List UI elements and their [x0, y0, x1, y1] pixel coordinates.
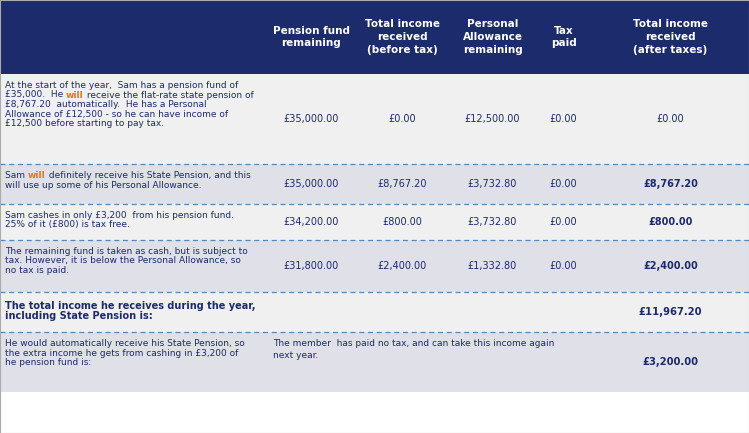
Text: £3,732.80: £3,732.80 — [468, 179, 518, 189]
Text: £3,732.80: £3,732.80 — [468, 217, 518, 227]
Text: definitely receive his State Pension, and this: definitely receive his State Pension, an… — [46, 171, 250, 180]
Text: will use up some of his Personal Allowance.: will use up some of his Personal Allowan… — [5, 181, 201, 190]
Text: £35,000.00: £35,000.00 — [284, 179, 339, 189]
Text: 25% of it (£800) is tax free.: 25% of it (£800) is tax free. — [5, 220, 130, 229]
Bar — [0, 164, 749, 204]
Text: £35,000.  He: £35,000. He — [5, 90, 66, 100]
Text: Total income
received
(after taxes): Total income received (after taxes) — [633, 19, 708, 55]
Text: including State Pension is:: including State Pension is: — [5, 311, 153, 321]
Text: £800.00: £800.00 — [383, 217, 422, 227]
Text: £11,967.20: £11,967.20 — [639, 307, 703, 317]
Text: no tax is paid.: no tax is paid. — [5, 266, 69, 275]
Bar — [0, 240, 749, 292]
Text: £8,767.20: £8,767.20 — [643, 179, 698, 189]
Text: Sam: Sam — [5, 171, 28, 180]
Text: he pension fund is:: he pension fund is: — [5, 358, 91, 367]
Text: Pension fund
remaining: Pension fund remaining — [273, 26, 350, 48]
Text: £800.00: £800.00 — [649, 217, 693, 227]
Text: the extra income he gets from cashing in £3,200 of: the extra income he gets from cashing in… — [5, 349, 238, 358]
Text: The total income he receives during the year,: The total income he receives during the … — [5, 301, 255, 311]
Text: At the start of the year,  Sam has a pension fund of: At the start of the year, Sam has a pens… — [5, 81, 238, 90]
Text: Sam cashes in only £3,200  from his pension fund.: Sam cashes in only £3,200 from his pensi… — [5, 211, 234, 220]
Bar — [0, 292, 749, 332]
Text: will: will — [66, 90, 84, 100]
Text: tax. However, it is below the Personal Allowance, so: tax. However, it is below the Personal A… — [5, 256, 241, 265]
Text: £1,332.80: £1,332.80 — [468, 261, 517, 271]
Text: Personal
Allowance
remaining: Personal Allowance remaining — [462, 19, 523, 55]
Text: He would automatically receive his State Pension, so: He would automatically receive his State… — [5, 339, 245, 348]
Text: £0.00: £0.00 — [389, 114, 416, 124]
Bar — [0, 332, 749, 392]
Text: £12,500.00: £12,500.00 — [464, 114, 521, 124]
Text: £31,800.00: £31,800.00 — [284, 261, 339, 271]
Bar — [0, 0, 749, 74]
Text: The remaining fund is taken as cash, but is subject to: The remaining fund is taken as cash, but… — [5, 247, 248, 256]
Text: £0.00: £0.00 — [657, 114, 685, 124]
Text: £12,500 before starting to pay tax.: £12,500 before starting to pay tax. — [5, 119, 164, 128]
Text: receive the flat-rate state pension of: receive the flat-rate state pension of — [84, 90, 254, 100]
Text: £34,200.00: £34,200.00 — [284, 217, 339, 227]
Text: £3,200.00: £3,200.00 — [643, 357, 699, 367]
Text: £0.00: £0.00 — [550, 217, 577, 227]
Text: £0.00: £0.00 — [550, 261, 577, 271]
Text: £0.00: £0.00 — [550, 179, 577, 189]
Text: Tax
paid: Tax paid — [551, 26, 577, 48]
Text: Allowance of £12,500 - so he can have income of: Allowance of £12,500 - so he can have in… — [5, 110, 228, 119]
Text: £2,400.00: £2,400.00 — [643, 261, 698, 271]
Text: £8,767.20: £8,767.20 — [377, 179, 427, 189]
Text: £35,000.00: £35,000.00 — [284, 114, 339, 124]
Text: will: will — [28, 171, 46, 180]
Text: £0.00: £0.00 — [550, 114, 577, 124]
Text: £8,767.20  automatically.  He has a Personal: £8,767.20 automatically. He has a Person… — [5, 100, 207, 109]
Text: The member  has paid no tax, and can take this income again
next year.: The member has paid no tax, and can take… — [273, 339, 554, 360]
Bar — [0, 74, 749, 164]
Bar — [0, 204, 749, 240]
Text: £2,400.00: £2,400.00 — [378, 261, 427, 271]
Text: Total income
received
(before tax): Total income received (before tax) — [365, 19, 440, 55]
